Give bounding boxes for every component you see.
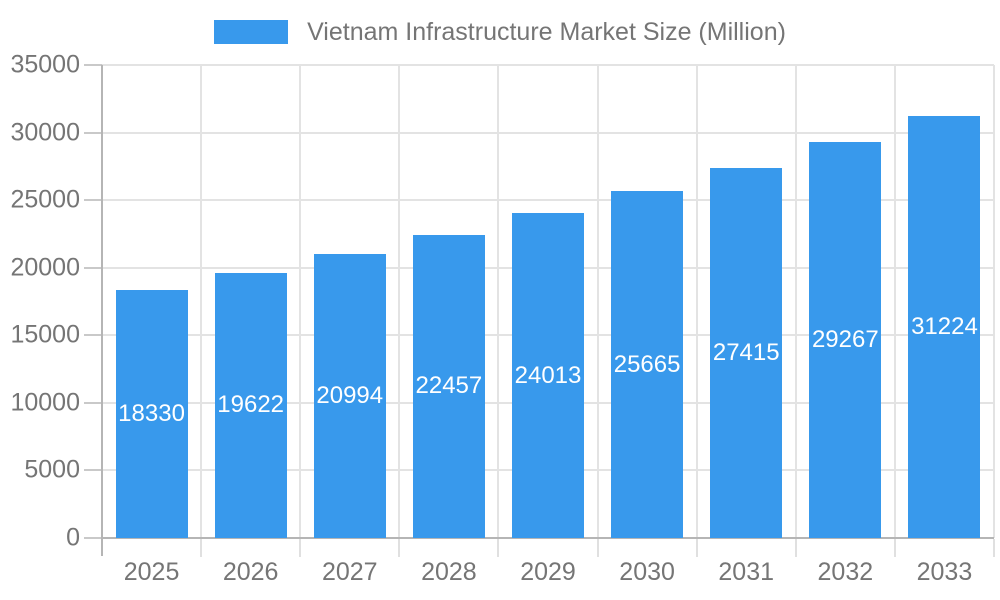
bar[interactable] [313, 254, 386, 538]
y-axis-line [101, 65, 103, 556]
bar[interactable] [115, 290, 188, 538]
bar-value-label: 19622 [217, 391, 285, 419]
legend[interactable]: Vietnam Infrastructure Market Size (Mill… [0, 16, 1000, 48]
x-tick [993, 539, 995, 557]
bar-value-label: 27415 [712, 338, 780, 366]
y-tick-label: 20000 [10, 253, 80, 282]
bar[interactable] [908, 116, 981, 538]
bar[interactable] [512, 213, 584, 538]
y-tick [84, 64, 102, 66]
y-tick-label: 10000 [10, 388, 80, 417]
v-gridline [200, 65, 203, 538]
y-tick-label: 25000 [10, 185, 80, 214]
bar-value-label: 18330 [118, 400, 185, 428]
y-tick-label: 30000 [10, 118, 80, 147]
v-gridline [893, 65, 896, 538]
v-gridline [993, 65, 995, 538]
y-tick [84, 334, 102, 337]
x-tick-label: 2029 [520, 558, 576, 586]
x-tick-label: 2028 [421, 558, 477, 586]
x-tick-label: 2027 [321, 558, 378, 586]
x-tick-label: 2025 [123, 558, 180, 586]
x-tick [497, 539, 500, 557]
h-gridline [102, 131, 994, 134]
bar-value-label: 20994 [316, 382, 384, 410]
y-tick [84, 131, 102, 134]
legend-label: Vietnam Infrastructure Market Size (Mill… [307, 18, 786, 46]
y-tick-label: 15000 [10, 320, 80, 349]
bar[interactable] [710, 167, 783, 538]
bar[interactable] [809, 142, 882, 538]
x-tick [794, 539, 797, 557]
y-tick [84, 537, 102, 539]
x-tick-label: 2026 [222, 558, 279, 586]
x-tick-label: 2031 [718, 558, 775, 586]
x-tick-label: 2032 [817, 558, 874, 586]
v-gridline [695, 65, 698, 538]
bar[interactable] [214, 272, 287, 538]
y-tick [84, 199, 102, 202]
y-tick [84, 266, 102, 269]
h-gridline [102, 199, 994, 202]
x-tick-label: 2033 [916, 558, 973, 586]
x-tick [893, 539, 896, 557]
x-tick [200, 539, 203, 557]
x-tick [299, 539, 302, 557]
x-tick-label: 2030 [619, 558, 675, 586]
v-gridline [299, 65, 302, 538]
bar-value-label: 31224 [911, 313, 978, 340]
y-tick-label: 35000 [10, 50, 80, 79]
bar-value-label: 22457 [415, 372, 483, 400]
h-gridline [102, 64, 994, 66]
v-gridline [794, 65, 797, 538]
y-tick [84, 469, 102, 472]
bar[interactable] [412, 234, 485, 538]
y-tick-label: 5000 [24, 455, 80, 484]
legend-swatch [214, 20, 289, 44]
x-tick [695, 539, 698, 557]
y-tick [84, 401, 102, 404]
bar[interactable] [611, 191, 684, 538]
v-gridline [398, 65, 401, 538]
bar-value-label: 24013 [514, 361, 582, 389]
v-gridline [596, 65, 599, 538]
x-axis-line [102, 537, 994, 539]
v-gridline [497, 65, 500, 538]
y-tick-label: 0 [66, 523, 80, 552]
bar-value-label: 29267 [811, 326, 879, 354]
bar-value-label: 25665 [613, 350, 681, 378]
x-tick [596, 539, 599, 557]
x-tick [398, 539, 401, 557]
